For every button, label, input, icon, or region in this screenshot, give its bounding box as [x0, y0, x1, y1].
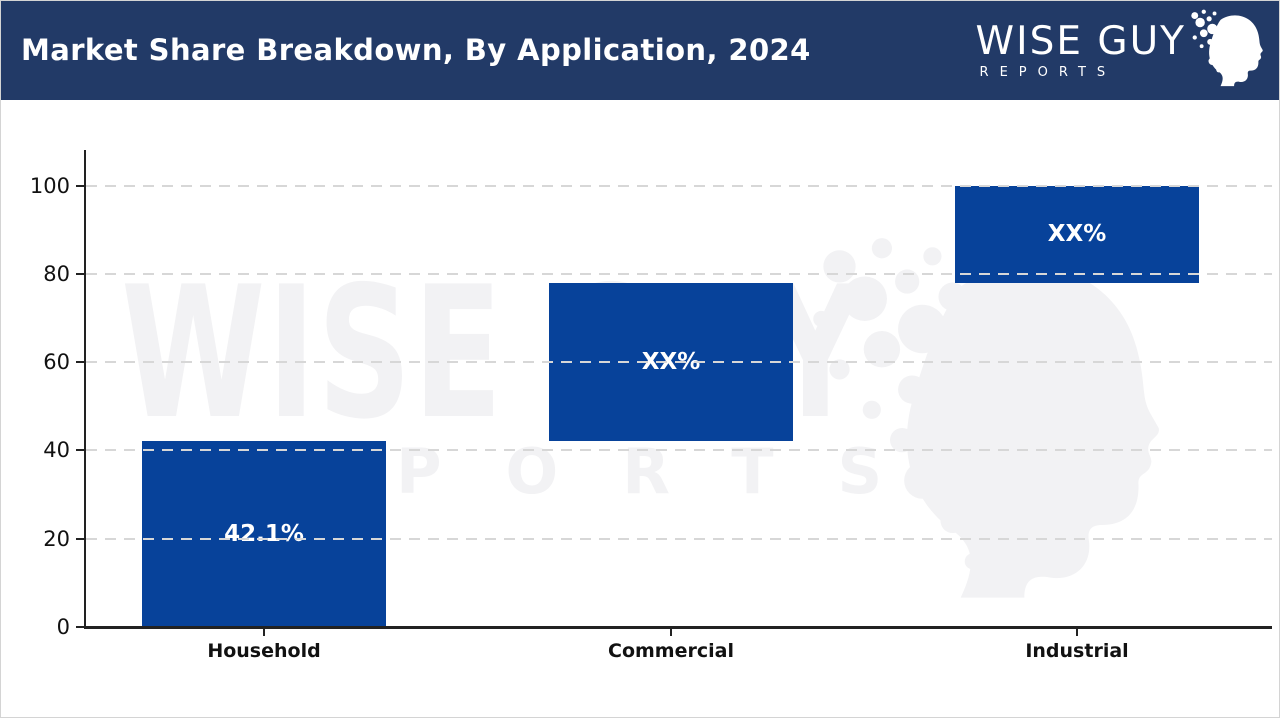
gridline-y-20 — [86, 537, 1272, 540]
x-tick-mark-commercial — [670, 628, 672, 636]
y-tick-label-80: 80 — [43, 261, 70, 286]
header-band: Market Share Breakdown, By Application, … — [0, 0, 1280, 100]
gridline-y-100 — [86, 184, 1272, 187]
y-tick-mark-40 — [76, 449, 85, 452]
bar-industrial: XX% — [955, 185, 1199, 283]
watermark-head-dots-icon — [813, 238, 1159, 598]
bar-value-label: XX% — [1047, 221, 1107, 248]
x-tick-label-household: Household — [207, 640, 321, 662]
x-tick-mark-household — [263, 628, 265, 636]
y-tick-label-60: 60 — [43, 350, 70, 375]
logo-text: WISE GUY REPORTS — [976, 22, 1186, 79]
gridline-y-40 — [86, 449, 1272, 452]
logo-reports: REPORTS — [979, 64, 1117, 80]
y-tick-mark-0 — [76, 626, 85, 628]
y-tick-mark-60 — [76, 361, 85, 364]
gridline-y-80 — [86, 272, 1272, 275]
bar-household: 42.1% — [142, 441, 386, 627]
logo-wordmark: WISE GUY — [975, 18, 1186, 64]
chart-title: Market Share Breakdown, By Application, … — [21, 33, 811, 67]
y-tick-mark-100 — [76, 184, 85, 187]
x-tick-label-commercial: Commercial — [608, 640, 734, 662]
y-tick-label-20: 20 — [43, 526, 70, 551]
x-tick-mark-industrial — [1076, 628, 1078, 636]
y-tick-label-100: 100 — [29, 173, 70, 198]
y-tick-mark-80 — [76, 272, 85, 275]
y-axis-line — [84, 150, 86, 627]
wise-guy-reports-logo: WISE GUY REPORTS — [976, 7, 1280, 93]
gridline-y-60 — [86, 361, 1272, 364]
bar-value-label: 42.1% — [224, 521, 304, 548]
y-tick-label-0: 0 — [56, 615, 70, 639]
logo-head-icon — [1191, 9, 1263, 87]
x-tick-label-industrial: Industrial — [1025, 640, 1129, 662]
x-axis-line — [84, 626, 1272, 629]
y-tick-mark-20 — [76, 537, 85, 540]
y-tick-label-40: 40 — [43, 438, 70, 463]
